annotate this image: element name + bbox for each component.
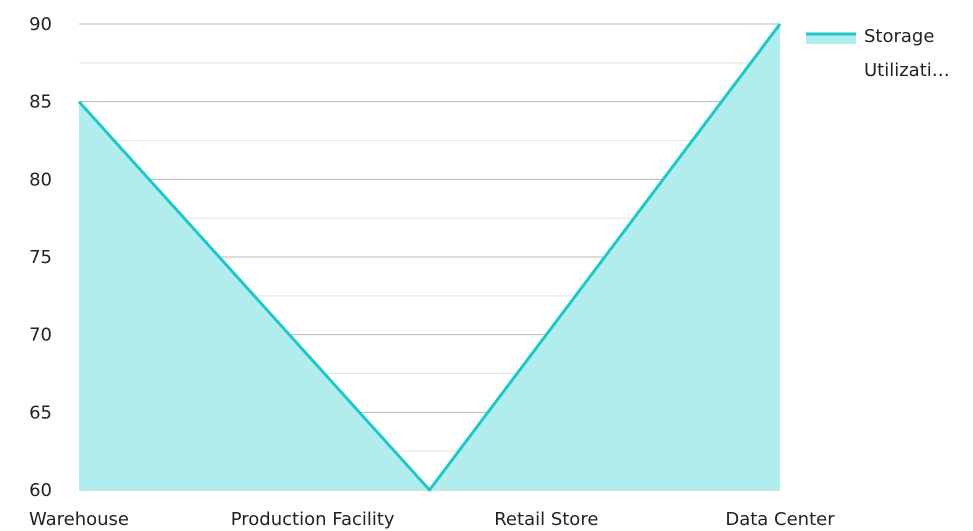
x-tick-label: Production Facility <box>231 509 395 530</box>
x-tick-label: Retail Store <box>494 509 598 530</box>
y-tick-label: 70 <box>29 325 52 346</box>
x-axis-tick-labels: Warehouse Production Facility Retail Store… <box>29 509 835 530</box>
y-axis-tick-labels: 60 65 70 75 80 85 90 <box>29 14 52 501</box>
y-tick-label: 90 <box>29 14 52 35</box>
legend-label-line-1: Storage <box>864 26 934 47</box>
y-tick-label: 65 <box>29 402 52 423</box>
series-line <box>77 23 782 492</box>
series-area-fill <box>79 24 780 490</box>
y-tick-label: 75 <box>29 247 52 268</box>
y-tick-label: 60 <box>29 480 52 501</box>
x-tick-label: Data Center <box>725 509 835 530</box>
x-tick-label: Warehouse <box>29 509 129 530</box>
y-tick-label: 85 <box>29 92 52 113</box>
legend[interactable]: Storage Utilizati… <box>806 26 950 81</box>
y-tick-label: 80 <box>29 169 52 190</box>
legend-label-line-2: Utilizati… <box>864 60 950 81</box>
legend-swatch-fill <box>806 34 856 44</box>
